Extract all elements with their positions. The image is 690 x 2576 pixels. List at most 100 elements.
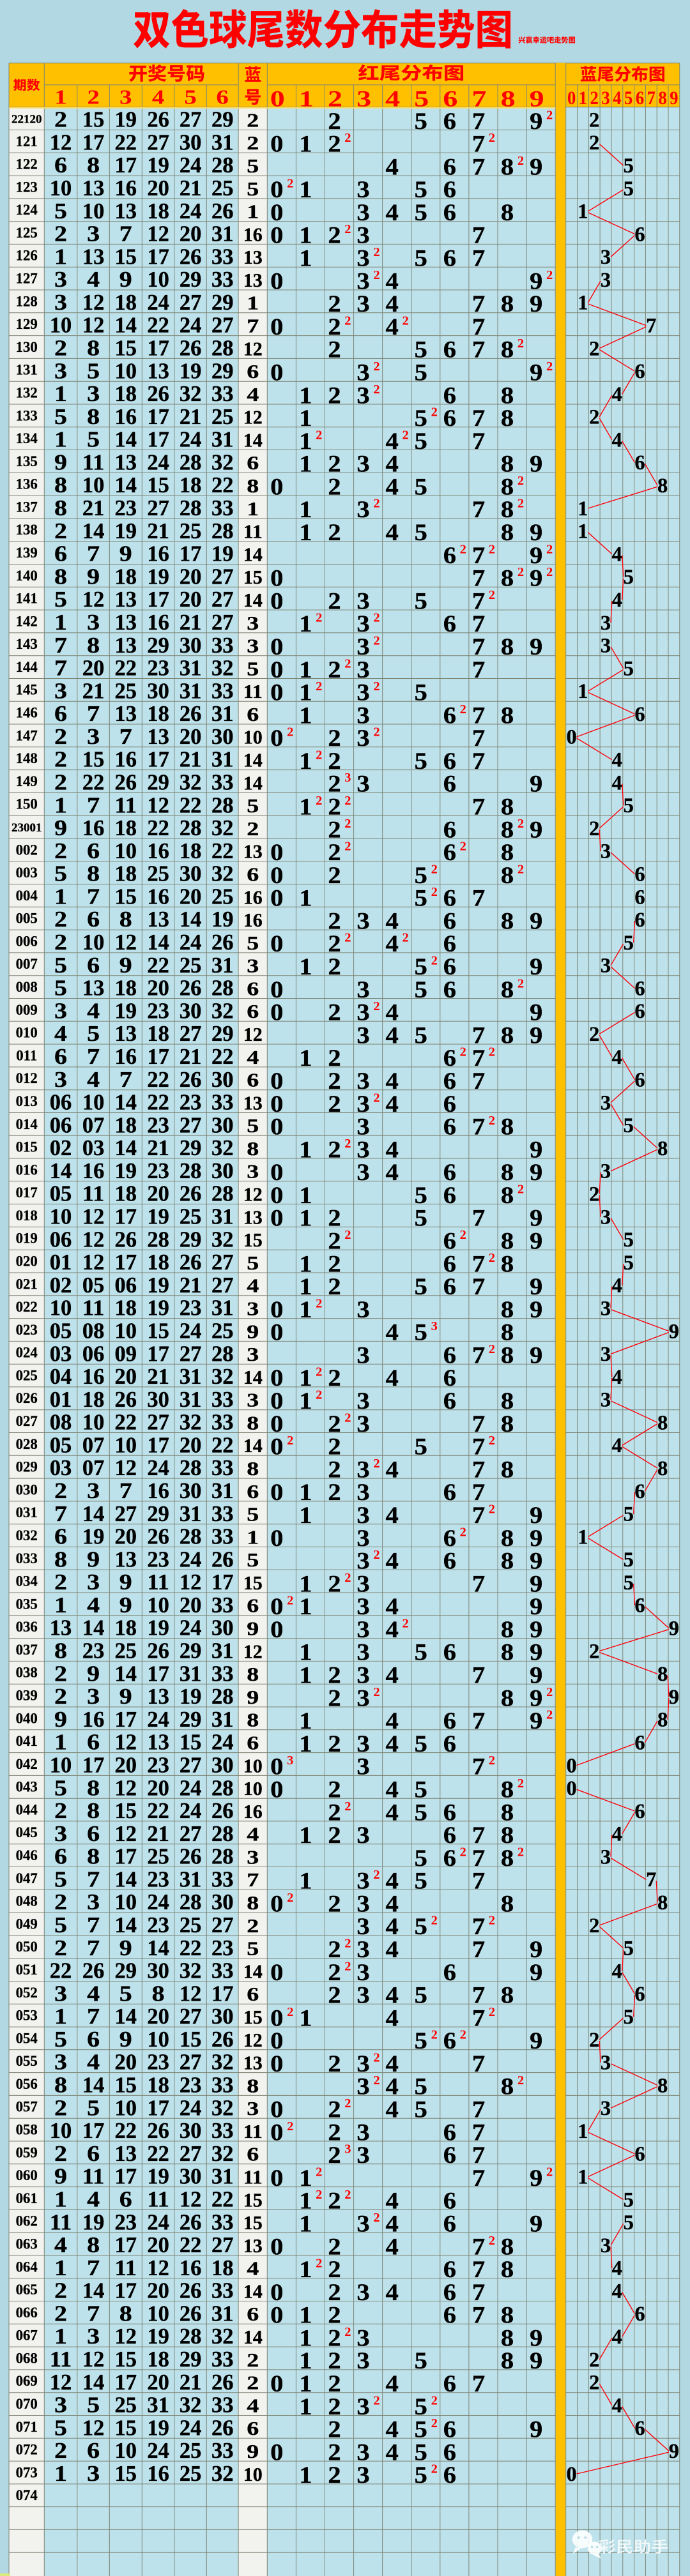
svg-text:17: 17 xyxy=(147,1342,169,1366)
svg-text:33: 33 xyxy=(211,2119,234,2143)
svg-text:023: 023 xyxy=(16,1322,38,1338)
svg-text:23: 23 xyxy=(115,496,137,520)
svg-text:7: 7 xyxy=(472,1822,485,1848)
svg-text:4: 4 xyxy=(87,2050,100,2075)
svg-text:30: 30 xyxy=(211,1754,234,1778)
svg-text:2: 2 xyxy=(287,1434,293,1448)
svg-text:3: 3 xyxy=(356,610,369,637)
svg-text:26: 26 xyxy=(180,245,202,269)
svg-text:31: 31 xyxy=(180,1867,202,1891)
svg-text:2: 2 xyxy=(54,725,67,749)
svg-text:0: 0 xyxy=(270,587,283,614)
svg-text:17: 17 xyxy=(82,130,105,155)
svg-text:19: 19 xyxy=(115,108,137,132)
svg-text:144: 144 xyxy=(16,659,38,675)
svg-text:7: 7 xyxy=(472,1068,485,1094)
svg-text:9: 9 xyxy=(119,953,132,978)
svg-text:24: 24 xyxy=(180,1776,202,1800)
svg-text:7: 7 xyxy=(87,1936,100,1960)
svg-text:5: 5 xyxy=(54,976,67,1001)
svg-text:6: 6 xyxy=(443,405,456,431)
svg-text:8: 8 xyxy=(501,405,514,431)
svg-text:1: 1 xyxy=(299,610,312,637)
svg-text:5: 5 xyxy=(624,2188,634,2211)
svg-text:2: 2 xyxy=(431,2393,438,2407)
svg-text:5: 5 xyxy=(624,178,634,201)
svg-text:2: 2 xyxy=(402,314,408,328)
svg-text:2: 2 xyxy=(328,1411,341,1437)
svg-text:4: 4 xyxy=(386,2416,399,2443)
svg-text:4: 4 xyxy=(612,1960,622,1983)
svg-text:2: 2 xyxy=(54,337,67,361)
svg-text:21: 21 xyxy=(180,2370,202,2395)
svg-text:8: 8 xyxy=(501,862,514,888)
svg-text:25: 25 xyxy=(115,679,137,703)
svg-text:31: 31 xyxy=(180,656,202,681)
svg-text:0: 0 xyxy=(270,2050,283,2077)
svg-text:11: 11 xyxy=(50,2347,72,2372)
svg-text:15: 15 xyxy=(147,1319,169,1344)
svg-text:7: 7 xyxy=(472,153,485,179)
svg-text:18: 18 xyxy=(82,1388,105,1412)
svg-text:23: 23 xyxy=(147,1754,169,1778)
svg-text:9: 9 xyxy=(530,2165,542,2191)
svg-text:5: 5 xyxy=(415,1845,427,1871)
svg-text:150: 150 xyxy=(16,796,38,812)
svg-text:9: 9 xyxy=(530,2211,542,2237)
svg-text:4: 4 xyxy=(386,1708,399,1734)
svg-text:14: 14 xyxy=(180,907,202,932)
svg-text:3: 3 xyxy=(356,702,369,728)
svg-text:6: 6 xyxy=(443,1639,456,1665)
svg-text:33: 33 xyxy=(211,1388,234,1412)
svg-text:15: 15 xyxy=(115,2462,137,2486)
svg-text:3: 3 xyxy=(356,2393,369,2420)
svg-text:3: 3 xyxy=(54,2050,67,2075)
svg-text:2: 2 xyxy=(328,451,341,477)
svg-text:6: 6 xyxy=(443,1799,456,1825)
svg-text:02: 02 xyxy=(50,1273,72,1298)
svg-text:1: 1 xyxy=(299,2004,312,2031)
svg-text:7: 7 xyxy=(87,793,100,817)
svg-text:7: 7 xyxy=(472,2370,485,2397)
svg-text:3: 3 xyxy=(344,771,351,785)
svg-text:19: 19 xyxy=(147,153,169,178)
svg-text:20: 20 xyxy=(115,1754,137,1778)
svg-text:19: 19 xyxy=(147,1616,169,1640)
svg-text:2: 2 xyxy=(328,748,341,774)
svg-text:1: 1 xyxy=(299,1250,312,1277)
svg-text:10: 10 xyxy=(243,726,263,748)
svg-text:19: 19 xyxy=(147,564,169,589)
svg-text:31: 31 xyxy=(211,1296,234,1321)
svg-text:2: 2 xyxy=(287,2005,293,2019)
svg-text:01: 01 xyxy=(50,1388,72,1412)
svg-text:2: 2 xyxy=(344,931,351,945)
svg-text:8: 8 xyxy=(658,87,666,109)
svg-text:142: 142 xyxy=(16,613,38,629)
svg-text:0: 0 xyxy=(270,473,283,499)
svg-text:5: 5 xyxy=(415,473,427,499)
svg-text:8: 8 xyxy=(87,862,100,886)
svg-text:20: 20 xyxy=(82,656,105,681)
svg-text:2: 2 xyxy=(373,1091,379,1105)
svg-text:8: 8 xyxy=(501,1548,514,1574)
svg-text:18: 18 xyxy=(147,1022,169,1046)
svg-text:12: 12 xyxy=(147,793,169,817)
svg-text:15: 15 xyxy=(147,473,169,497)
svg-text:33: 33 xyxy=(211,245,234,269)
svg-text:2: 2 xyxy=(373,634,379,648)
svg-text:22: 22 xyxy=(147,1068,169,1092)
svg-text:7: 7 xyxy=(472,2050,485,2077)
svg-text:4: 4 xyxy=(612,589,622,612)
svg-text:3: 3 xyxy=(247,2097,259,2119)
svg-text:2: 2 xyxy=(328,2302,341,2328)
svg-text:22: 22 xyxy=(147,1799,169,1823)
svg-text:4: 4 xyxy=(386,1068,399,1094)
svg-text:21: 21 xyxy=(180,176,202,201)
svg-text:2: 2 xyxy=(431,954,438,968)
svg-text:6: 6 xyxy=(443,1388,456,1414)
svg-text:28: 28 xyxy=(180,1890,202,1914)
svg-text:20: 20 xyxy=(147,2233,169,2257)
svg-text:2: 2 xyxy=(328,2142,341,2168)
svg-text:015: 015 xyxy=(16,1139,38,1155)
svg-text:3: 3 xyxy=(356,2324,369,2351)
